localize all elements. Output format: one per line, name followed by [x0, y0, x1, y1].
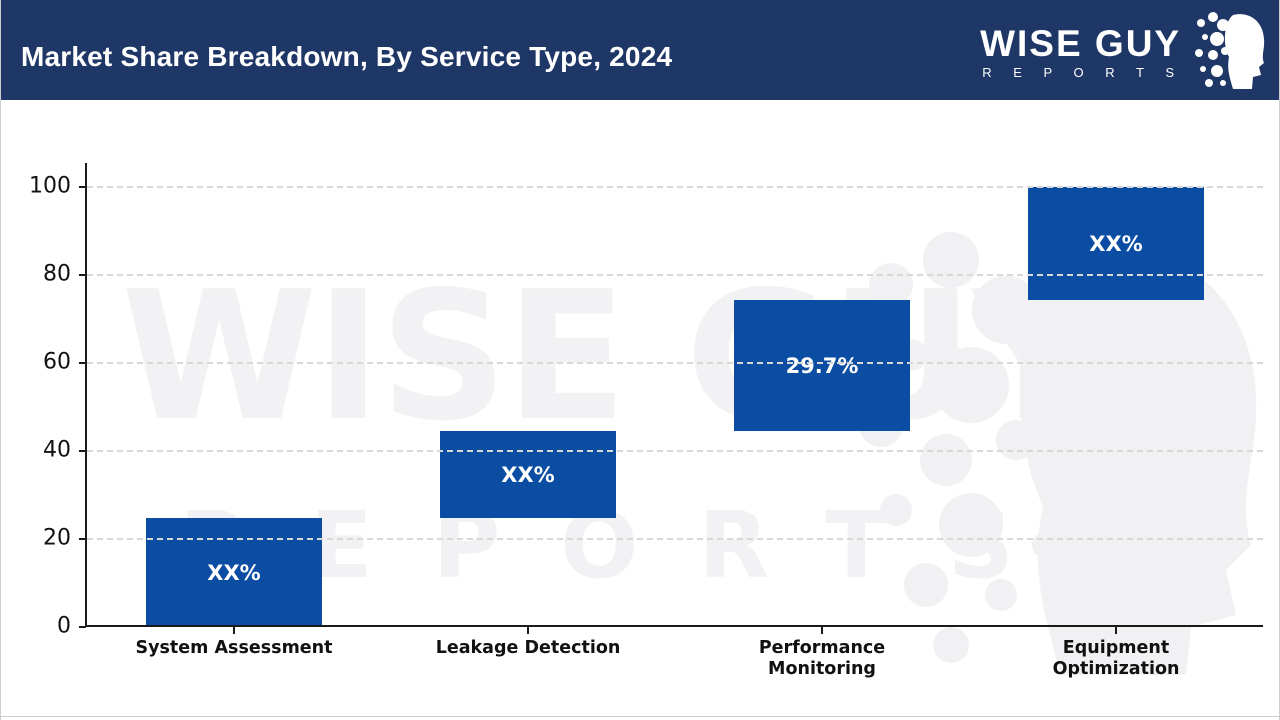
- x-tick-mark: [527, 627, 529, 634]
- x-category-label: System Assessment: [135, 638, 333, 658]
- y-axis-line: [85, 163, 87, 627]
- brand-subtext: R E P O R T S: [982, 64, 1183, 80]
- x-category-label: Leakage Detection: [435, 638, 621, 658]
- x-category-label: Performance Monitoring: [758, 638, 886, 679]
- bottom-border-line: [1, 716, 1279, 717]
- bar-leakage-detection: XX%: [440, 431, 616, 518]
- x-tick-mark: [233, 627, 235, 634]
- gridline-y-20: [87, 538, 1263, 540]
- bar-performance-monitoring: 29.7%: [734, 300, 910, 431]
- logo-head-icon: [1195, 12, 1265, 89]
- y-tick-mark: [79, 274, 86, 276]
- y-tick-label: 20: [43, 525, 71, 551]
- x-tick-mark: [1115, 627, 1117, 634]
- x-axis-line: [85, 625, 1263, 627]
- bar-system-assessment: XX%: [146, 518, 322, 627]
- bar-value-label: 29.7%: [785, 353, 859, 378]
- bar-value-label: XX%: [501, 462, 555, 487]
- y-tick-label: 80: [43, 261, 71, 287]
- brand-wordmark: WISE GUY R E P O R T S: [978, 25, 1183, 80]
- plot-area: 0 20 40 60 80 100 XX% System Assessment XX% Leaka…: [1, 100, 1279, 716]
- y-tick-mark: [79, 362, 86, 364]
- y-tick-mark: [79, 626, 86, 628]
- y-tick-label: 60: [43, 349, 71, 375]
- brand-logo: WISE GUY R E P O R T S: [978, 5, 1279, 95]
- bar-value-label: XX%: [207, 560, 261, 585]
- header-band: Market Share Breakdown, By Service Type,…: [1, 0, 1279, 100]
- gridline-y-60: [87, 362, 1263, 364]
- gridline-y-80: [87, 274, 1263, 276]
- brand-name: WISE GUY: [980, 22, 1182, 64]
- x-tick-mark: [821, 627, 823, 634]
- bar-value-label: XX%: [1089, 231, 1143, 256]
- y-tick-label: 100: [29, 173, 71, 199]
- bar-equipment-optimization: XX%: [1028, 187, 1204, 300]
- gridline-y-100: [87, 186, 1263, 188]
- x-category-label: Equipment Optimization: [1052, 638, 1180, 679]
- y-tick-mark: [79, 538, 86, 540]
- y-tick-mark: [79, 450, 86, 452]
- y-tick-label: 0: [57, 613, 71, 639]
- gridline-y-40: [87, 450, 1263, 452]
- y-tick-label: 40: [43, 437, 71, 463]
- y-tick-mark: [79, 186, 86, 188]
- chart-title: Market Share Breakdown, By Service Type,…: [21, 41, 673, 72]
